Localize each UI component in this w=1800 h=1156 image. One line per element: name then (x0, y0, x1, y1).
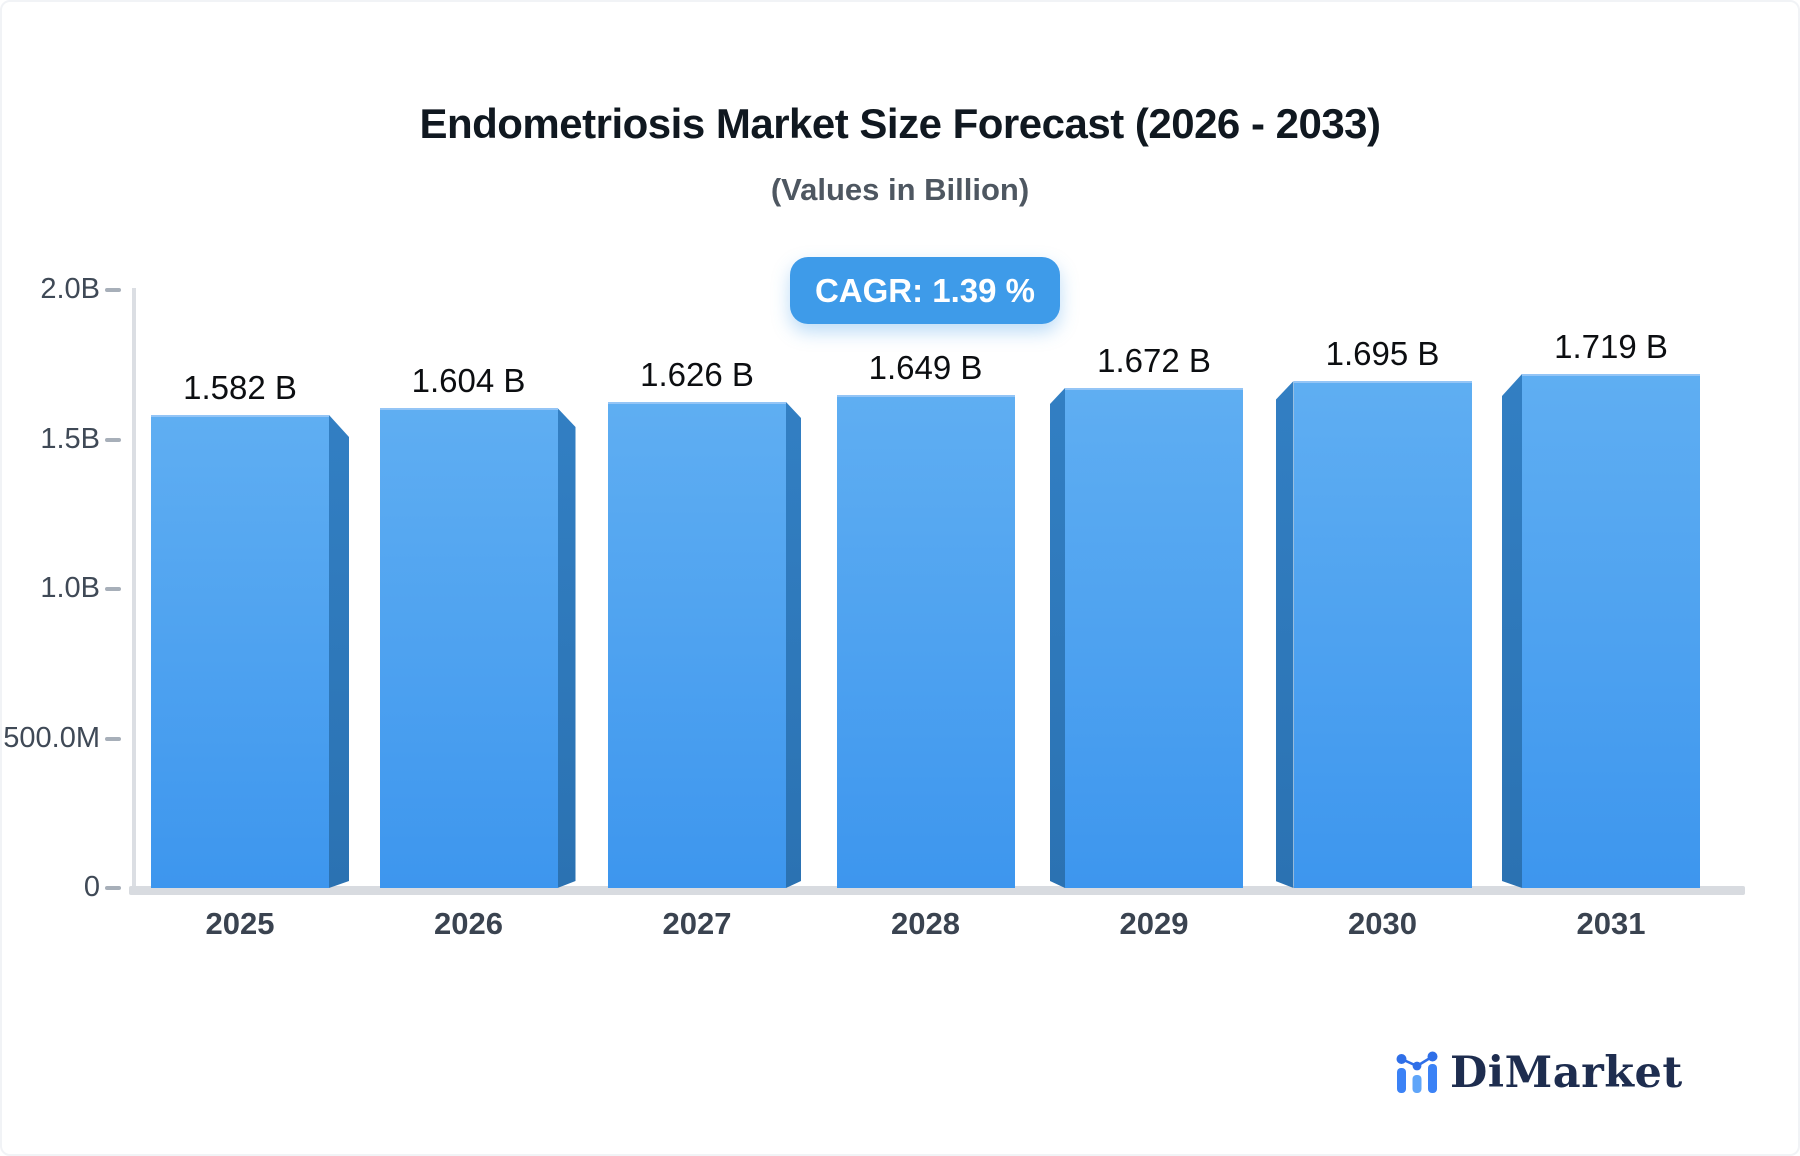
bar-3d-side (329, 415, 349, 888)
y-tick-dash (105, 288, 121, 292)
bar (379, 408, 558, 888)
x-tick-label: 2027 (662, 906, 732, 941)
y-tick-label: 1.0B (40, 572, 100, 604)
bar-3d-side (558, 408, 576, 888)
bar-value-label: 1.719 B (1554, 328, 1668, 365)
y-tick-label: 0 (83, 871, 100, 903)
chart-subtitle: (Values in Billion) (770, 172, 1030, 207)
x-tick-label: 2030 (1348, 906, 1417, 941)
x-tick-label: 2026 (434, 906, 503, 941)
y-tick-label: 1.5B (40, 422, 100, 455)
y-tick-label: 500.0M (3, 721, 100, 754)
bar-value-label: 1.582 B (183, 369, 297, 406)
brand-logo-text: DiMarket (1450, 1048, 1683, 1098)
y-tick-dash (105, 736, 121, 741)
y-tick-dash (105, 587, 121, 591)
bar-3d-side (1502, 374, 1522, 888)
cagr-badge-label: CAGR: 1.39 % (814, 271, 1036, 309)
bar-value-label: 1.695 B (1325, 335, 1440, 372)
x-tick-label: 2025 (205, 906, 275, 941)
y-axis-line (132, 288, 136, 888)
brand-logo: DiMarket (1394, 1048, 1683, 1098)
y-tick-dash (105, 886, 121, 890)
bar (151, 415, 329, 888)
bar (1065, 388, 1243, 888)
bar (608, 402, 786, 888)
y-tick-label: 2.0B (40, 273, 100, 305)
bar (1293, 381, 1472, 888)
bar-3d-side (1276, 381, 1294, 888)
cagr-badge: CAGR: 1.39 % (790, 257, 1060, 324)
bar (836, 395, 1015, 888)
x-tick-label: 2028 (891, 906, 960, 941)
bar-3d-side (786, 402, 801, 888)
x-tick-label: 2029 (1119, 906, 1189, 941)
bar-value-label: 1.649 B (868, 349, 983, 386)
bar-3d-side (1050, 388, 1065, 888)
x-axis-baseline (129, 886, 1745, 895)
chart-title: Endometriosis Market Size Forecast (2026… (419, 100, 1381, 147)
mini-bar-chart-icon (1396, 1051, 1438, 1093)
bar-value-label: 1.672 B (1097, 342, 1211, 379)
bar-value-label: 1.604 B (411, 362, 526, 399)
bar (1522, 374, 1700, 888)
x-tick-label: 2031 (1576, 906, 1646, 941)
bar-value-label: 1.626 B (640, 356, 754, 393)
y-tick-dash (105, 437, 121, 442)
